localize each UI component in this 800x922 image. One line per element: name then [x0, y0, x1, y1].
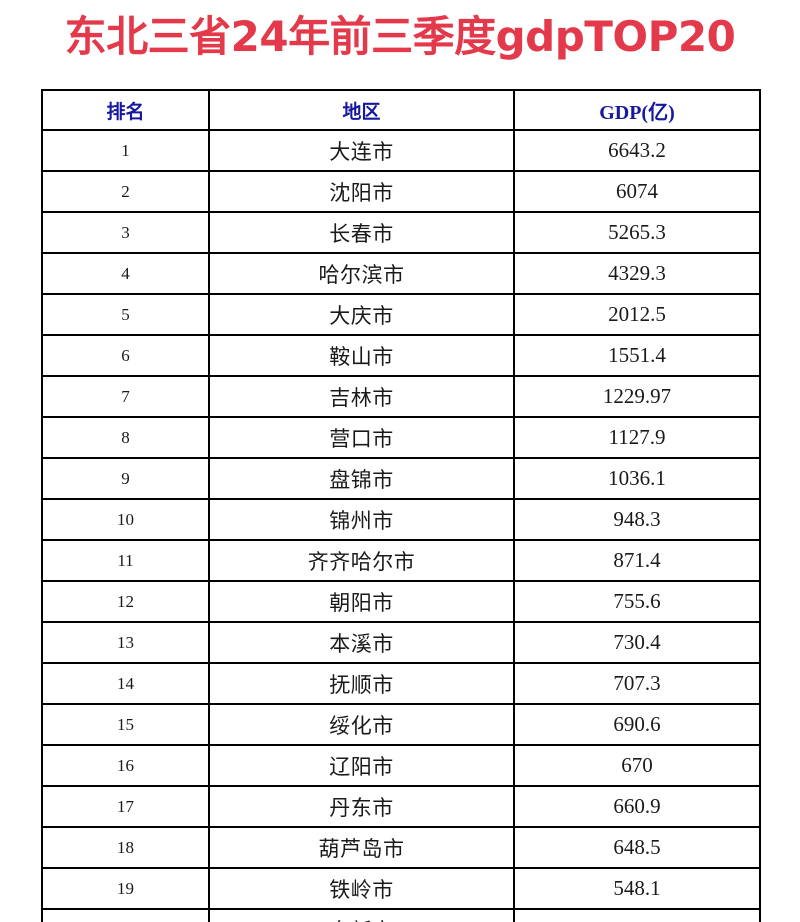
cell-gdp: 6074 — [513, 170, 761, 213]
cell-gdp: 2012.5 — [513, 293, 761, 336]
cell-gdp: 871.4 — [513, 539, 761, 582]
cell-region: 鞍山市 — [208, 334, 515, 377]
cell-region: 哈尔滨市 — [208, 252, 515, 295]
cell-region: 本溪市 — [208, 621, 515, 664]
cell-rank: 9 — [41, 457, 210, 500]
cell-rank: 17 — [41, 785, 210, 828]
cell-gdp: 648.5 — [513, 826, 761, 869]
cell-gdp: 5265.3 — [513, 211, 761, 254]
table-row: 4 哈尔滨市 4329.3 — [41, 252, 761, 295]
cell-region: 阜新市 — [208, 908, 515, 922]
cell-gdp: 6643.2 — [513, 129, 761, 172]
gdp-table-container: 排名 地区 GDP(亿) 1 大连市 6643.2 2 沈阳市 6074 3 长春市 5265.… — [41, 89, 761, 922]
cell-rank: 20 — [41, 908, 210, 922]
cell-rank: 18 — [41, 826, 210, 869]
table-body: 1 大连市 6643.2 2 沈阳市 6074 3 长春市 5265.3 4 哈尔滨市 4329.3 5… — [41, 129, 761, 922]
column-header-rank: 排名 — [41, 89, 210, 131]
cell-region: 丹东市 — [208, 785, 515, 828]
table-row: 20阜新市437.5 — [41, 908, 761, 922]
table-row: 19 铁岭市 548.1 — [41, 867, 761, 910]
table-row: 3 长春市 5265.3 — [41, 211, 761, 254]
cell-region: 葫芦岛市 — [208, 826, 515, 869]
table-row: 6 鞍山市 1551.4 — [41, 334, 761, 377]
column-header-region: 地区 — [208, 89, 515, 131]
cell-rank: 19 — [41, 867, 210, 910]
cell-region: 齐齐哈尔市 — [208, 539, 515, 582]
cell-gdp: 670 — [513, 744, 761, 787]
cell-gdp: 1036.1 — [513, 457, 761, 500]
cell-region: 长春市 — [208, 211, 515, 254]
cell-region: 营口市 — [208, 416, 515, 459]
cell-gdp: 437.5 — [513, 908, 761, 922]
cell-gdp: 1551.4 — [513, 334, 761, 377]
table-row: 10 锦州市 948.3 — [41, 498, 761, 541]
table-row: 2 沈阳市 6074 — [41, 170, 761, 213]
cell-gdp: 548.1 — [513, 867, 761, 910]
table-row: 5 大庆市 2012.5 — [41, 293, 761, 336]
cell-rank: 8 — [41, 416, 210, 459]
cell-region: 沈阳市 — [208, 170, 515, 213]
cell-rank: 7 — [41, 375, 210, 418]
page-title: 东北三省24年前三季度gdpTOP20 — [64, 12, 736, 61]
cell-rank: 4 — [41, 252, 210, 295]
cell-rank: 11 — [41, 539, 210, 582]
cell-rank: 10 — [41, 498, 210, 541]
cell-region: 锦州市 — [208, 498, 515, 541]
cell-gdp: 755.6 — [513, 580, 761, 623]
cell-gdp: 4329.3 — [513, 252, 761, 295]
cell-region: 辽阳市 — [208, 744, 515, 787]
cell-rank: 15 — [41, 703, 210, 746]
table-row: 16 辽阳市 670 — [41, 744, 761, 787]
cell-gdp: 707.3 — [513, 662, 761, 705]
gdp-ranking-table: 排名 地区 GDP(亿) 1 大连市 6643.2 2 沈阳市 6074 3 长春市 5265.… — [41, 89, 761, 922]
table-row: 18 葫芦岛市 648.5 — [41, 826, 761, 869]
cell-gdp: 660.9 — [513, 785, 761, 828]
column-header-gdp: GDP(亿) — [513, 89, 761, 131]
cell-rank: 13 — [41, 621, 210, 664]
cell-region: 大连市 — [208, 129, 515, 172]
cell-rank: 12 — [41, 580, 210, 623]
table-row: 11 齐齐哈尔市 871.4 — [41, 539, 761, 582]
cell-rank: 16 — [41, 744, 210, 787]
table-row: 7 吉林市 1229.97 — [41, 375, 761, 418]
cell-region: 绥化市 — [208, 703, 515, 746]
cell-rank: 1 — [41, 129, 210, 172]
cell-region: 吉林市 — [208, 375, 515, 418]
cell-region: 盘锦市 — [208, 457, 515, 500]
table-row: 1 大连市 6643.2 — [41, 129, 761, 172]
cell-gdp: 1127.9 — [513, 416, 761, 459]
table-header: 排名 地区 GDP(亿) — [41, 89, 761, 131]
table-row: 14 抚顺市 707.3 — [41, 662, 761, 705]
cell-gdp: 948.3 — [513, 498, 761, 541]
table-header-row: 排名 地区 GDP(亿) — [41, 89, 761, 131]
cell-gdp: 1229.97 — [513, 375, 761, 418]
table-row: 15 绥化市 690.6 — [41, 703, 761, 746]
table-row: 13 本溪市 730.4 — [41, 621, 761, 664]
cell-rank: 6 — [41, 334, 210, 377]
table-row: 8 营口市 1127.9 — [41, 416, 761, 459]
cell-region: 铁岭市 — [208, 867, 515, 910]
table-row: 12 朝阳市 755.6 — [41, 580, 761, 623]
table-row: 17 丹东市 660.9 — [41, 785, 761, 828]
cell-region: 抚顺市 — [208, 662, 515, 705]
cell-rank: 3 — [41, 211, 210, 254]
cell-rank: 5 — [41, 293, 210, 336]
cell-region: 大庆市 — [208, 293, 515, 336]
table-row: 9 盘锦市 1036.1 — [41, 457, 761, 500]
cell-rank: 14 — [41, 662, 210, 705]
cell-rank: 2 — [41, 170, 210, 213]
cell-region: 朝阳市 — [208, 580, 515, 623]
cell-gdp: 730.4 — [513, 621, 761, 664]
cell-gdp: 690.6 — [513, 703, 761, 746]
